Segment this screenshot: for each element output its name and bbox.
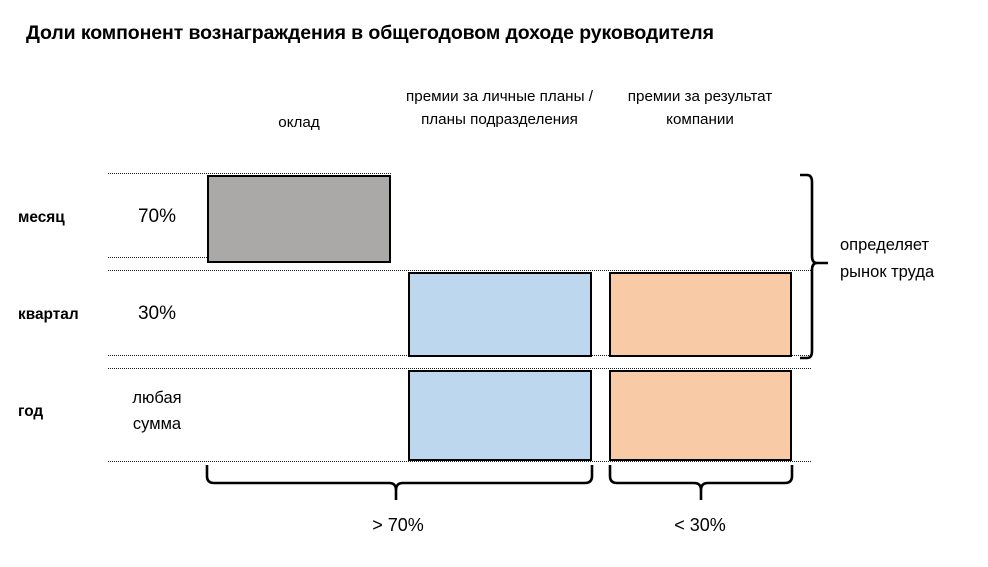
column-header-company-bonus: премии за результат компании [627,88,773,128]
row-label-month: месяц [18,209,65,226]
row-label-quarter: квартал [18,306,79,323]
row-value-month: 70% [137,206,177,227]
row-value-quarter: 30% [137,303,177,324]
right-brace-annotation-line1: определяет [840,236,930,254]
right-brace-annotation-line2: рынок труда [840,263,935,281]
right-brace-annotation: определяет рынок труда [840,232,934,286]
separator-row3-bottom [108,461,811,462]
separator-row2-top [108,270,811,271]
page-title: Доли компонент вознаграждения в общегодо… [26,22,714,44]
column-header-salary: оклад [278,114,320,131]
bottom-brace-gt70-icon [205,465,594,500]
bar-quarter-company-bonus [609,272,792,357]
column-header-personal-bonus: премии за личные планы / планы подраздел… [406,88,593,128]
row-value-year-line2: сумма [132,415,182,433]
bar-year-personal-bonus [408,370,592,461]
row-value-year: любая сумма [112,385,202,437]
separator-row3-top [108,368,811,369]
separator-top [108,173,391,174]
row-label-year: год [18,403,44,420]
bar-quarter-personal-bonus [408,272,592,357]
row-value-year-line1: любая [132,389,182,407]
right-brace-icon [800,173,828,360]
bottom-annotation-lt30: < 30% [674,515,726,535]
bottom-annotation-gt70: > 70% [372,515,424,535]
bar-year-company-bonus [609,370,792,461]
bottom-brace-lt30-icon [608,465,794,500]
bar-month-salary [207,175,391,263]
